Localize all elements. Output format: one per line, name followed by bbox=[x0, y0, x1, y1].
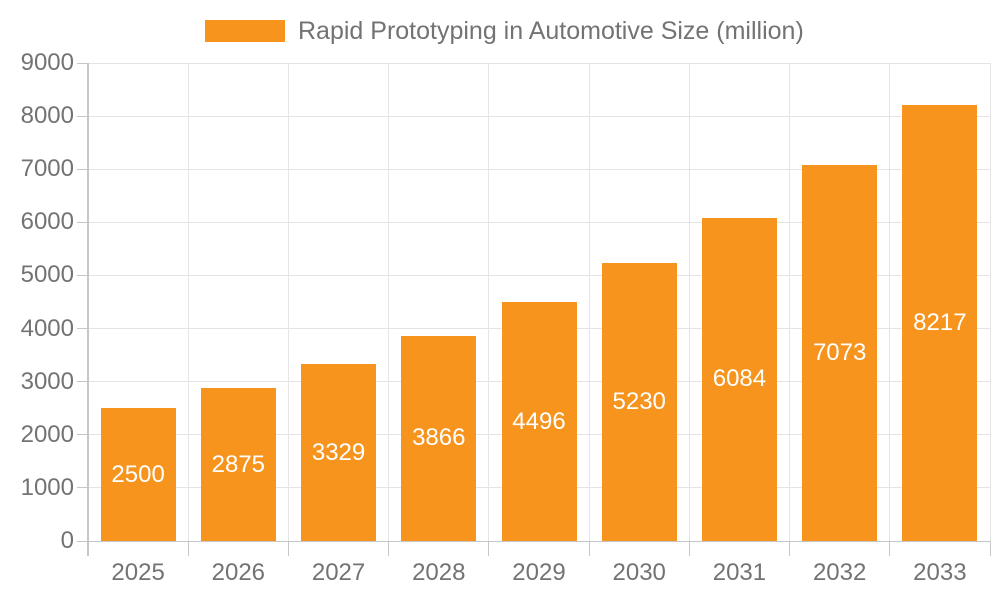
bar[interactable]: 7073 bbox=[802, 165, 878, 541]
x-axis-label: 2025 bbox=[111, 559, 165, 586]
y-axis-label: 8000 bbox=[20, 102, 74, 130]
x-tick bbox=[287, 541, 289, 556]
legend-label: Rapid Prototyping in Automotive Size (mi… bbox=[298, 16, 804, 45]
y-tick bbox=[77, 115, 88, 117]
y-gridline bbox=[88, 115, 990, 117]
x-tick bbox=[488, 541, 490, 556]
y-gridline bbox=[88, 221, 990, 223]
bar[interactable]: 3329 bbox=[301, 364, 377, 541]
x-axis-label: 2030 bbox=[612, 559, 666, 586]
y-tick bbox=[77, 274, 88, 276]
x-axis-line bbox=[88, 540, 990, 542]
x-axis-label: 2028 bbox=[412, 559, 466, 586]
y-tick bbox=[77, 168, 88, 170]
y-axis-label: 2000 bbox=[20, 420, 74, 448]
bar[interactable]: 8217 bbox=[902, 104, 978, 541]
y-tick bbox=[77, 434, 88, 436]
bar-value-label: 2875 bbox=[211, 450, 266, 478]
legend-swatch-icon bbox=[205, 20, 285, 42]
x-axis-label: 2029 bbox=[512, 559, 566, 586]
x-tick bbox=[187, 541, 189, 556]
bar[interactable]: 2500 bbox=[100, 408, 176, 541]
x-gridline bbox=[789, 63, 791, 541]
y-tick bbox=[77, 381, 88, 383]
bar-value-label: 7073 bbox=[812, 339, 867, 367]
x-gridline bbox=[688, 63, 690, 541]
y-tick bbox=[77, 62, 88, 64]
x-gridline bbox=[187, 63, 189, 541]
bar-value-label: 2500 bbox=[111, 460, 165, 488]
y-axis-label: 7000 bbox=[20, 155, 74, 183]
y-axis-label: 5000 bbox=[20, 261, 74, 289]
y-tick bbox=[77, 328, 88, 330]
x-tick bbox=[688, 541, 690, 556]
bar[interactable]: 3866 bbox=[401, 335, 477, 541]
x-axis-label: 2027 bbox=[311, 559, 366, 586]
y-axis-label: 1000 bbox=[20, 473, 74, 501]
bar[interactable]: 2875 bbox=[200, 388, 276, 541]
y-tick bbox=[77, 487, 88, 489]
y-axis-line bbox=[87, 63, 89, 556]
x-axis-label: 2032 bbox=[812, 559, 867, 586]
bar-value-label: 5230 bbox=[612, 388, 666, 416]
y-gridline bbox=[88, 168, 990, 170]
x-axis-label: 2033 bbox=[913, 559, 967, 586]
bar-value-label: 3866 bbox=[412, 424, 466, 452]
x-axis-label: 2026 bbox=[211, 559, 266, 586]
bar-value-label: 3329 bbox=[311, 438, 366, 466]
bar-value-label: 6084 bbox=[712, 365, 767, 393]
x-gridline bbox=[989, 63, 991, 541]
x-tick bbox=[989, 541, 991, 556]
x-tick bbox=[588, 541, 590, 556]
y-axis-label: 6000 bbox=[20, 208, 74, 236]
y-gridline bbox=[88, 274, 990, 276]
x-gridline bbox=[388, 63, 390, 541]
y-axis-label: 3000 bbox=[20, 367, 74, 395]
x-axis-label: 2031 bbox=[712, 559, 767, 586]
y-tick bbox=[77, 540, 88, 542]
y-axis-label: 9000 bbox=[20, 49, 74, 76]
x-gridline bbox=[488, 63, 490, 541]
y-axis-label: 0 bbox=[60, 527, 74, 554]
y-axis-label: 4000 bbox=[20, 314, 74, 342]
x-gridline bbox=[889, 63, 891, 541]
x-tick bbox=[388, 541, 390, 556]
y-tick bbox=[77, 221, 88, 223]
x-gridline bbox=[287, 63, 289, 541]
bar[interactable]: 6084 bbox=[701, 217, 777, 541]
x-tick bbox=[889, 541, 891, 556]
legend[interactable]: Rapid Prototyping in Automotive Size (mi… bbox=[205, 16, 804, 45]
x-tick bbox=[789, 541, 791, 556]
bar[interactable]: 5230 bbox=[601, 263, 677, 541]
bar[interactable]: 4496 bbox=[501, 302, 577, 541]
y-gridline bbox=[88, 62, 990, 64]
bar-value-label: 4496 bbox=[512, 407, 566, 435]
x-gridline bbox=[588, 63, 590, 541]
bar-value-label: 8217 bbox=[913, 308, 967, 336]
